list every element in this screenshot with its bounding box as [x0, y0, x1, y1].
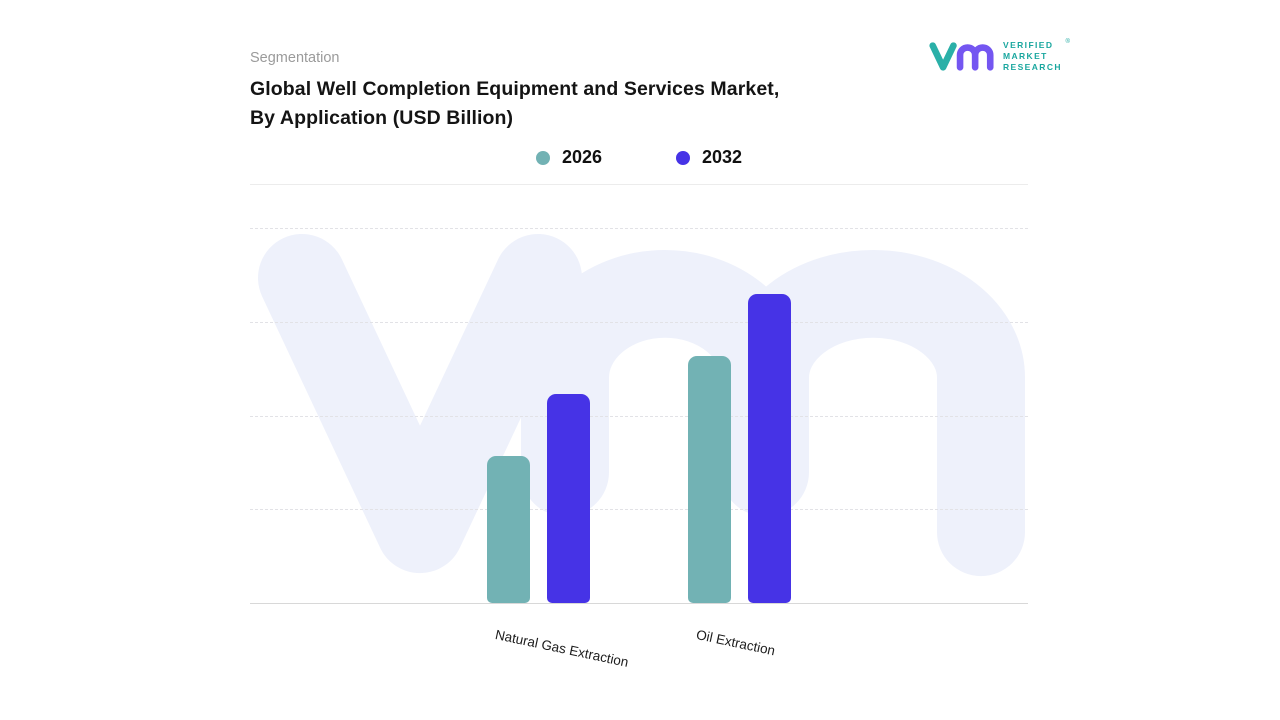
vmr-mark-icon	[929, 42, 994, 71]
legend-swatch-icon	[676, 150, 690, 165]
bar-group-natural-gas-extraction: Natural Gas Extraction	[487, 228, 630, 670]
registered-trademark: ®	[1065, 38, 1070, 45]
page-title-line1: Global Well Completion Equipment and Ser…	[250, 78, 780, 100]
bar-2032-natural-gas-extraction	[547, 393, 590, 603]
chart-area: Natural Gas Extraction Oil Extraction	[250, 228, 1028, 670]
vmr-logo-text: ® VERIFIED MARKET RESEARCH	[1003, 38, 1072, 72]
gridline	[250, 228, 1028, 229]
legend: 2026 2032	[250, 147, 1028, 168]
bar-groups: Natural Gas Extraction Oil Extraction	[250, 228, 1028, 670]
legend-item-2026: 2026	[535, 147, 602, 168]
gridline	[250, 415, 1028, 417]
gridline	[250, 321, 1028, 323]
page-title-line2: By Application (USD Billion)	[250, 107, 514, 129]
segmentation-eyebrow: Segmentation	[250, 50, 340, 66]
gridline	[250, 509, 1028, 511]
bar-2026-natural-gas-extraction	[487, 456, 530, 603]
category-label-natural-gas-extraction: Natural Gas Extraction	[493, 627, 630, 670]
bar-2026-oil-extraction	[688, 356, 731, 603]
page-title: Global Well Completion Equipment and Ser…	[250, 75, 779, 133]
logo-line-research: RESEARCH	[1003, 61, 1062, 72]
vmr-logo: ® VERIFIED MARKET RESEARCH	[928, 38, 1072, 74]
bar-group-oil-extraction: Oil Extraction	[688, 228, 791, 658]
logo-line-verified: VERIFIED	[1003, 39, 1054, 50]
logo-line-market: MARKET	[1003, 50, 1048, 61]
legend-label: 2032	[702, 147, 743, 167]
legend-label: 2026	[561, 147, 602, 167]
header-separator	[250, 184, 1028, 185]
category-label-oil-extraction: Oil Extraction	[694, 627, 777, 659]
bar-2032-oil-extraction	[748, 293, 791, 603]
legend-swatch-icon	[535, 150, 550, 165]
legend-item-2032: 2032	[676, 147, 742, 168]
